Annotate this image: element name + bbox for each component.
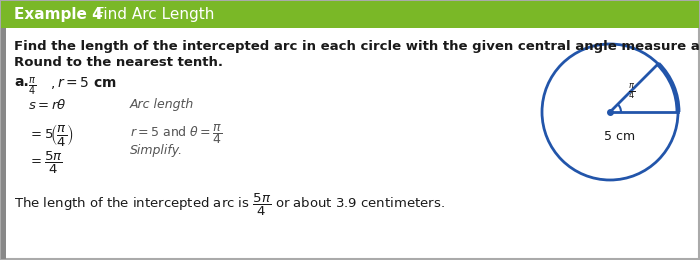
Bar bbox=[1, 1, 699, 28]
Text: Example 4: Example 4 bbox=[14, 6, 103, 22]
Text: $= \dfrac{5\pi}{4}$: $= \dfrac{5\pi}{4}$ bbox=[28, 150, 63, 176]
Text: $\frac{\pi}{4}$: $\frac{\pi}{4}$ bbox=[28, 75, 36, 97]
Text: $s = r\theta$: $s = r\theta$ bbox=[28, 98, 66, 112]
Text: a.: a. bbox=[14, 75, 29, 89]
Text: The length of the intercepted arc is $\dfrac{5\pi}{4}$ or about 3.9 centimeters.: The length of the intercepted arc is $\d… bbox=[14, 192, 444, 218]
Text: 5 cm: 5 cm bbox=[604, 130, 636, 143]
Text: Find the length of the intercepted arc in each circle with the given central ang: Find the length of the intercepted arc i… bbox=[14, 40, 700, 53]
Text: Arc length: Arc length bbox=[130, 98, 195, 111]
Bar bbox=[1, 1, 6, 259]
Text: $r = 5$ and $\theta = \dfrac{\pi}{4}$: $r = 5$ and $\theta = \dfrac{\pi}{4}$ bbox=[130, 122, 223, 146]
Text: Find Arc Length: Find Arc Length bbox=[86, 6, 214, 22]
Text: $= 5\!\left(\dfrac{\pi}{4}\right)$: $= 5\!\left(\dfrac{\pi}{4}\right)$ bbox=[28, 122, 74, 148]
Text: Simplify.: Simplify. bbox=[130, 144, 183, 157]
Text: Round to the nearest tenth.: Round to the nearest tenth. bbox=[14, 56, 223, 69]
Text: $\frac{\pi}{4}$: $\frac{\pi}{4}$ bbox=[628, 82, 635, 102]
Text: $, r = 5$ cm: $, r = 5$ cm bbox=[50, 75, 117, 91]
